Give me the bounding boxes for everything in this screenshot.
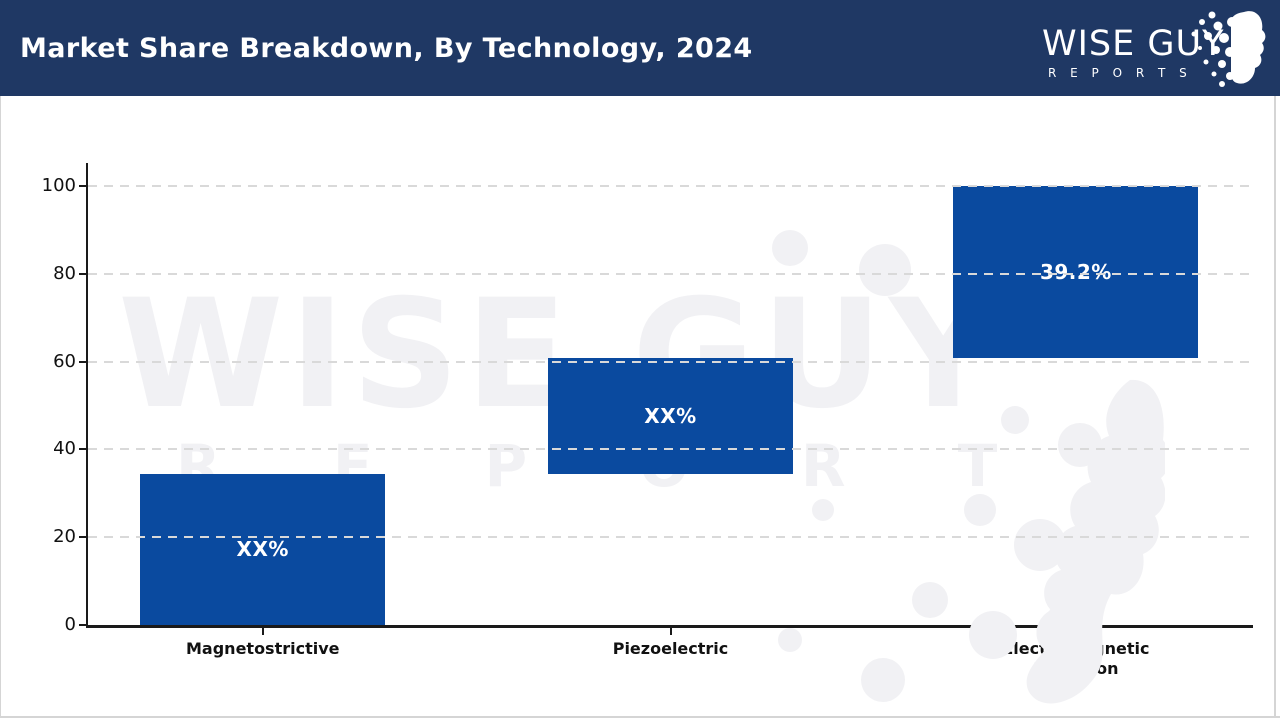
y-tick-label-20: 20	[53, 526, 76, 548]
brand-face-icon	[1191, 11, 1266, 87]
y-tick-label-40: 40	[53, 438, 76, 460]
gridline-100	[88, 185, 1253, 187]
bar-value-label: XX%	[236, 537, 289, 562]
y-tick-mark-40	[79, 448, 87, 451]
brand-wordmark: WISE GUY	[1042, 24, 1225, 64]
page-title: Market Share Breakdown, By Technology, 2…	[20, 32, 753, 64]
gridline-60	[88, 360, 1253, 363]
gridline-20	[88, 536, 1253, 539]
bar-magnetostrictive: XX%	[140, 473, 386, 625]
bar-value-label: 39.2%	[1039, 260, 1112, 285]
x-tick-mark	[261, 628, 264, 635]
y-tick-label-80: 80	[53, 262, 76, 284]
bar-electromagnetic-induction: 39.2%	[953, 186, 1199, 359]
y-axis-spine	[86, 163, 88, 628]
x-category-label: Piezoelectric	[612, 639, 729, 658]
y-tick-mark-100	[79, 185, 87, 187]
x-tick-mark	[669, 628, 672, 635]
right-border	[1274, 96, 1276, 718]
bar-value-label: XX%	[644, 403, 697, 428]
y-tick-label-100: 100	[41, 175, 76, 196]
bar-piezoelectric: XX%	[548, 358, 793, 474]
y-tick-label-0: 0	[64, 614, 76, 635]
plot-area: XX% XX% 39.2%	[88, 165, 1253, 625]
y-tick-mark-0	[79, 624, 87, 626]
brand-logo: WISE GUY R E P O R T S	[1016, 8, 1266, 92]
x-category-label: Magnetostrictive	[186, 639, 340, 658]
header-bar: Market Share Breakdown, By Technology, 2…	[0, 0, 1280, 96]
y-tick-mark-20	[79, 536, 87, 539]
bottom-border	[0, 716, 1280, 718]
left-border	[0, 96, 1, 718]
gridline-80	[88, 272, 1253, 275]
y-tick-mark-80	[79, 272, 87, 275]
y-tick-label-60: 60	[53, 350, 76, 372]
y-tick-mark-60	[79, 360, 87, 363]
gridline-40	[88, 448, 1253, 451]
x-axis-spine	[86, 625, 1253, 628]
brand-reports-label: R E P O R T S	[1048, 66, 1192, 80]
